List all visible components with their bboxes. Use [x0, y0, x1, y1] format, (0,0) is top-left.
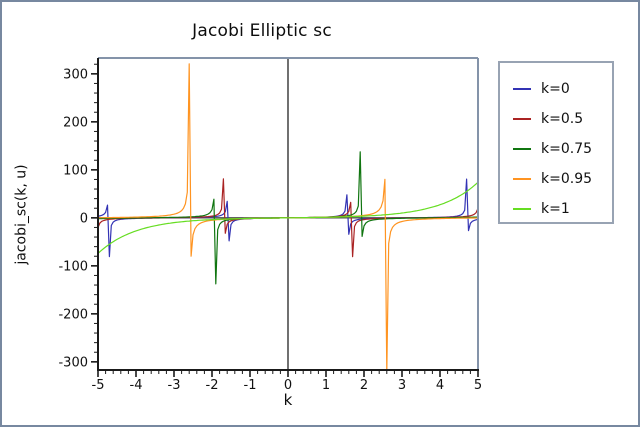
- legend-item: k=0.95: [500, 164, 612, 194]
- legend-line-swatch: [513, 178, 531, 180]
- legend-label: k=0.95: [541, 171, 593, 187]
- legend-line-swatch: [513, 88, 531, 90]
- y-tick-label: 300: [63, 67, 88, 82]
- x-axis: -5 -4 -3 -2 -1 0 1 2 3 4 5: [92, 371, 482, 393]
- curves: [98, 63, 478, 370]
- legend-line-swatch: [513, 148, 531, 150]
- legend-line-swatch: [513, 118, 531, 120]
- legend: k=0 k=0.5 k=0.75 k=0.95 k=1: [498, 61, 614, 224]
- legend-line-swatch: [513, 208, 531, 210]
- plot-frame: [97, 57, 479, 371]
- x-tick-label: 2: [360, 378, 368, 393]
- y-tick-label: 100: [63, 163, 88, 178]
- y-tick-label: 200: [63, 115, 88, 130]
- curve-k-1: [98, 181, 478, 254]
- legend-label: k=0.75: [541, 141, 593, 157]
- legend-label: k=1: [541, 201, 570, 217]
- y-tick-label: -200: [58, 307, 88, 322]
- x-tick-label: -4: [130, 378, 143, 393]
- legend-label: k=0: [541, 81, 570, 97]
- x-tick-label: -1: [244, 378, 257, 393]
- y-axis-label: jacobi_sc(k, u): [13, 164, 30, 265]
- chart-title: Jacobi Elliptic sc: [192, 21, 332, 41]
- y-tick-label: 0: [80, 211, 88, 226]
- x-tick-label: 3: [398, 378, 406, 393]
- legend-item: k=1: [500, 194, 612, 224]
- y-tick-label: -100: [58, 259, 88, 274]
- x-tick-label: -5: [92, 378, 105, 393]
- y-axis: -300 -200 -100 0 100 200 300: [58, 63, 97, 370]
- y-tick-label: -300: [58, 355, 88, 370]
- origin-axes: [98, 58, 478, 370]
- legend-item: k=0.5: [500, 104, 612, 134]
- x-tick-label: 5: [474, 378, 482, 393]
- x-axis-label: k: [283, 391, 293, 409]
- x-tick-label: 4: [436, 378, 444, 393]
- legend-item: k=0.75: [500, 134, 612, 164]
- legend-label: k=0.5: [541, 111, 584, 127]
- legend-item: k=0: [500, 74, 612, 104]
- x-tick-label: 0: [284, 378, 292, 393]
- x-tick-label: -2: [206, 378, 219, 393]
- x-tick-label: 1: [322, 378, 330, 393]
- x-tick-label: -3: [168, 378, 181, 393]
